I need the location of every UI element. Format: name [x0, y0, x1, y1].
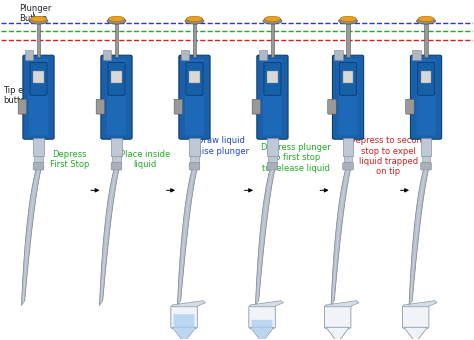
FancyBboxPatch shape — [343, 163, 354, 170]
FancyBboxPatch shape — [252, 99, 261, 114]
FancyBboxPatch shape — [30, 62, 47, 95]
Bar — [343, 71, 354, 83]
FancyBboxPatch shape — [257, 55, 288, 139]
Bar — [189, 71, 200, 83]
Polygon shape — [404, 301, 437, 307]
Bar — [33, 71, 44, 83]
FancyBboxPatch shape — [107, 59, 126, 135]
FancyBboxPatch shape — [189, 163, 200, 170]
FancyBboxPatch shape — [18, 99, 27, 114]
FancyBboxPatch shape — [33, 163, 44, 170]
FancyBboxPatch shape — [185, 59, 204, 135]
FancyBboxPatch shape — [96, 99, 105, 114]
FancyBboxPatch shape — [339, 62, 356, 95]
Bar — [421, 71, 431, 83]
FancyBboxPatch shape — [328, 99, 336, 114]
Polygon shape — [326, 301, 359, 307]
Polygon shape — [331, 169, 351, 305]
FancyBboxPatch shape — [101, 55, 132, 139]
Text: Place inside
liquid: Place inside liquid — [120, 150, 170, 169]
Polygon shape — [255, 169, 275, 305]
FancyBboxPatch shape — [416, 59, 436, 135]
Bar — [33, 138, 44, 156]
Polygon shape — [100, 169, 119, 305]
FancyBboxPatch shape — [249, 306, 275, 328]
Ellipse shape — [29, 18, 48, 24]
FancyBboxPatch shape — [23, 55, 54, 139]
FancyBboxPatch shape — [402, 306, 429, 328]
Polygon shape — [252, 320, 273, 340]
FancyBboxPatch shape — [418, 62, 435, 95]
Text: Tip ejector
button: Tip ejector button — [3, 86, 47, 105]
Bar — [189, 138, 200, 156]
Ellipse shape — [109, 16, 125, 22]
Bar — [111, 138, 122, 156]
FancyBboxPatch shape — [421, 163, 431, 170]
Text: Depress plunger
to first stop
to release liquid: Depress plunger to first stop to release… — [261, 143, 331, 173]
Bar — [181, 50, 189, 60]
Polygon shape — [409, 169, 428, 305]
Bar — [192, 24, 196, 56]
Bar — [267, 138, 278, 156]
Polygon shape — [326, 327, 349, 340]
Bar — [259, 50, 267, 60]
Bar — [271, 24, 274, 56]
FancyBboxPatch shape — [186, 62, 203, 95]
Bar — [25, 50, 33, 60]
Bar — [267, 71, 278, 83]
FancyBboxPatch shape — [264, 62, 281, 95]
Text: Depress
First Stop: Depress First Stop — [50, 150, 89, 169]
Bar — [111, 71, 122, 83]
FancyBboxPatch shape — [332, 55, 364, 139]
FancyBboxPatch shape — [267, 163, 278, 170]
Polygon shape — [250, 327, 274, 340]
FancyBboxPatch shape — [179, 55, 210, 139]
Ellipse shape — [185, 18, 204, 24]
Bar — [334, 50, 343, 60]
Polygon shape — [172, 327, 196, 340]
FancyBboxPatch shape — [410, 55, 442, 139]
Polygon shape — [173, 314, 194, 340]
Bar — [112, 156, 121, 163]
Bar — [268, 156, 277, 163]
FancyBboxPatch shape — [108, 62, 125, 95]
Ellipse shape — [107, 18, 126, 24]
Bar — [421, 138, 431, 156]
FancyBboxPatch shape — [171, 306, 197, 328]
FancyBboxPatch shape — [29, 59, 48, 135]
Text: Depress to second
stop to expel
liquid trapped
on tip: Depress to second stop to expel liquid t… — [349, 136, 428, 176]
Text: Plunger
Button: Plunger Button — [19, 4, 52, 23]
Ellipse shape — [264, 16, 281, 22]
FancyBboxPatch shape — [263, 59, 282, 135]
Polygon shape — [177, 169, 197, 305]
FancyBboxPatch shape — [338, 59, 358, 135]
Bar — [344, 156, 352, 163]
Bar — [412, 50, 420, 60]
Bar — [190, 156, 199, 163]
Polygon shape — [404, 327, 428, 340]
Bar — [343, 138, 353, 156]
Text: Draw liquid
Raise plunger: Draw liquid Raise plunger — [191, 136, 249, 155]
Bar — [346, 24, 350, 56]
Ellipse shape — [30, 16, 46, 22]
Bar — [103, 50, 111, 60]
Bar — [422, 156, 430, 163]
Polygon shape — [21, 169, 41, 305]
Ellipse shape — [418, 16, 434, 22]
Bar — [115, 24, 118, 56]
FancyBboxPatch shape — [324, 306, 351, 328]
Ellipse shape — [338, 18, 357, 24]
Ellipse shape — [340, 16, 356, 22]
Polygon shape — [172, 301, 205, 307]
Ellipse shape — [417, 18, 436, 24]
Bar — [34, 156, 43, 163]
Polygon shape — [250, 301, 283, 307]
Ellipse shape — [263, 18, 282, 24]
FancyBboxPatch shape — [111, 163, 122, 170]
FancyBboxPatch shape — [406, 99, 414, 114]
Ellipse shape — [186, 16, 202, 22]
Bar — [424, 24, 428, 56]
FancyBboxPatch shape — [174, 99, 182, 114]
Bar — [36, 24, 40, 56]
